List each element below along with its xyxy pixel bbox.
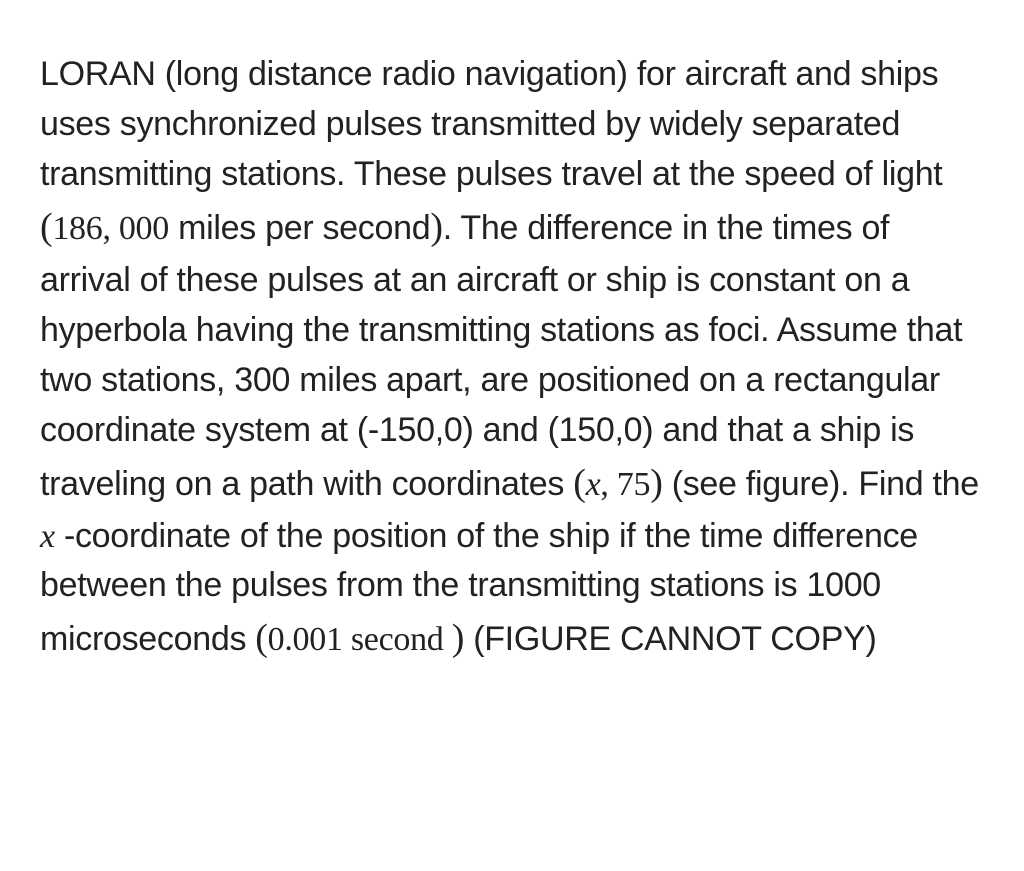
text-segment-1: LORAN (long distance radio navigation) f… bbox=[40, 55, 942, 193]
problem-text: LORAN (long distance radio navigation) f… bbox=[40, 50, 984, 667]
paren-close-3: ) bbox=[452, 617, 464, 659]
var-x: x bbox=[40, 518, 55, 555]
text-segment-3: (see figure). Find the bbox=[663, 465, 979, 503]
time-value: 0.001 bbox=[268, 621, 343, 658]
paren-close-1: ) bbox=[430, 206, 442, 248]
time-unit: second bbox=[343, 621, 452, 658]
coord-y: 75 bbox=[617, 466, 650, 503]
coord-sep: , bbox=[600, 466, 616, 503]
text-segment-2: . The difference in the times of arrival… bbox=[40, 209, 962, 503]
coord-x: x bbox=[586, 466, 601, 503]
paren-close-2: ) bbox=[650, 462, 662, 504]
text-segment-5: (FIGURE CANNOT COPY) bbox=[464, 620, 876, 658]
speed-unit: miles per second bbox=[169, 209, 430, 247]
paren-open-3: ( bbox=[255, 617, 267, 659]
paren-open-2: ( bbox=[573, 462, 585, 504]
paren-open-1: ( bbox=[40, 206, 52, 248]
speed-value: 186, 000 bbox=[52, 210, 169, 247]
